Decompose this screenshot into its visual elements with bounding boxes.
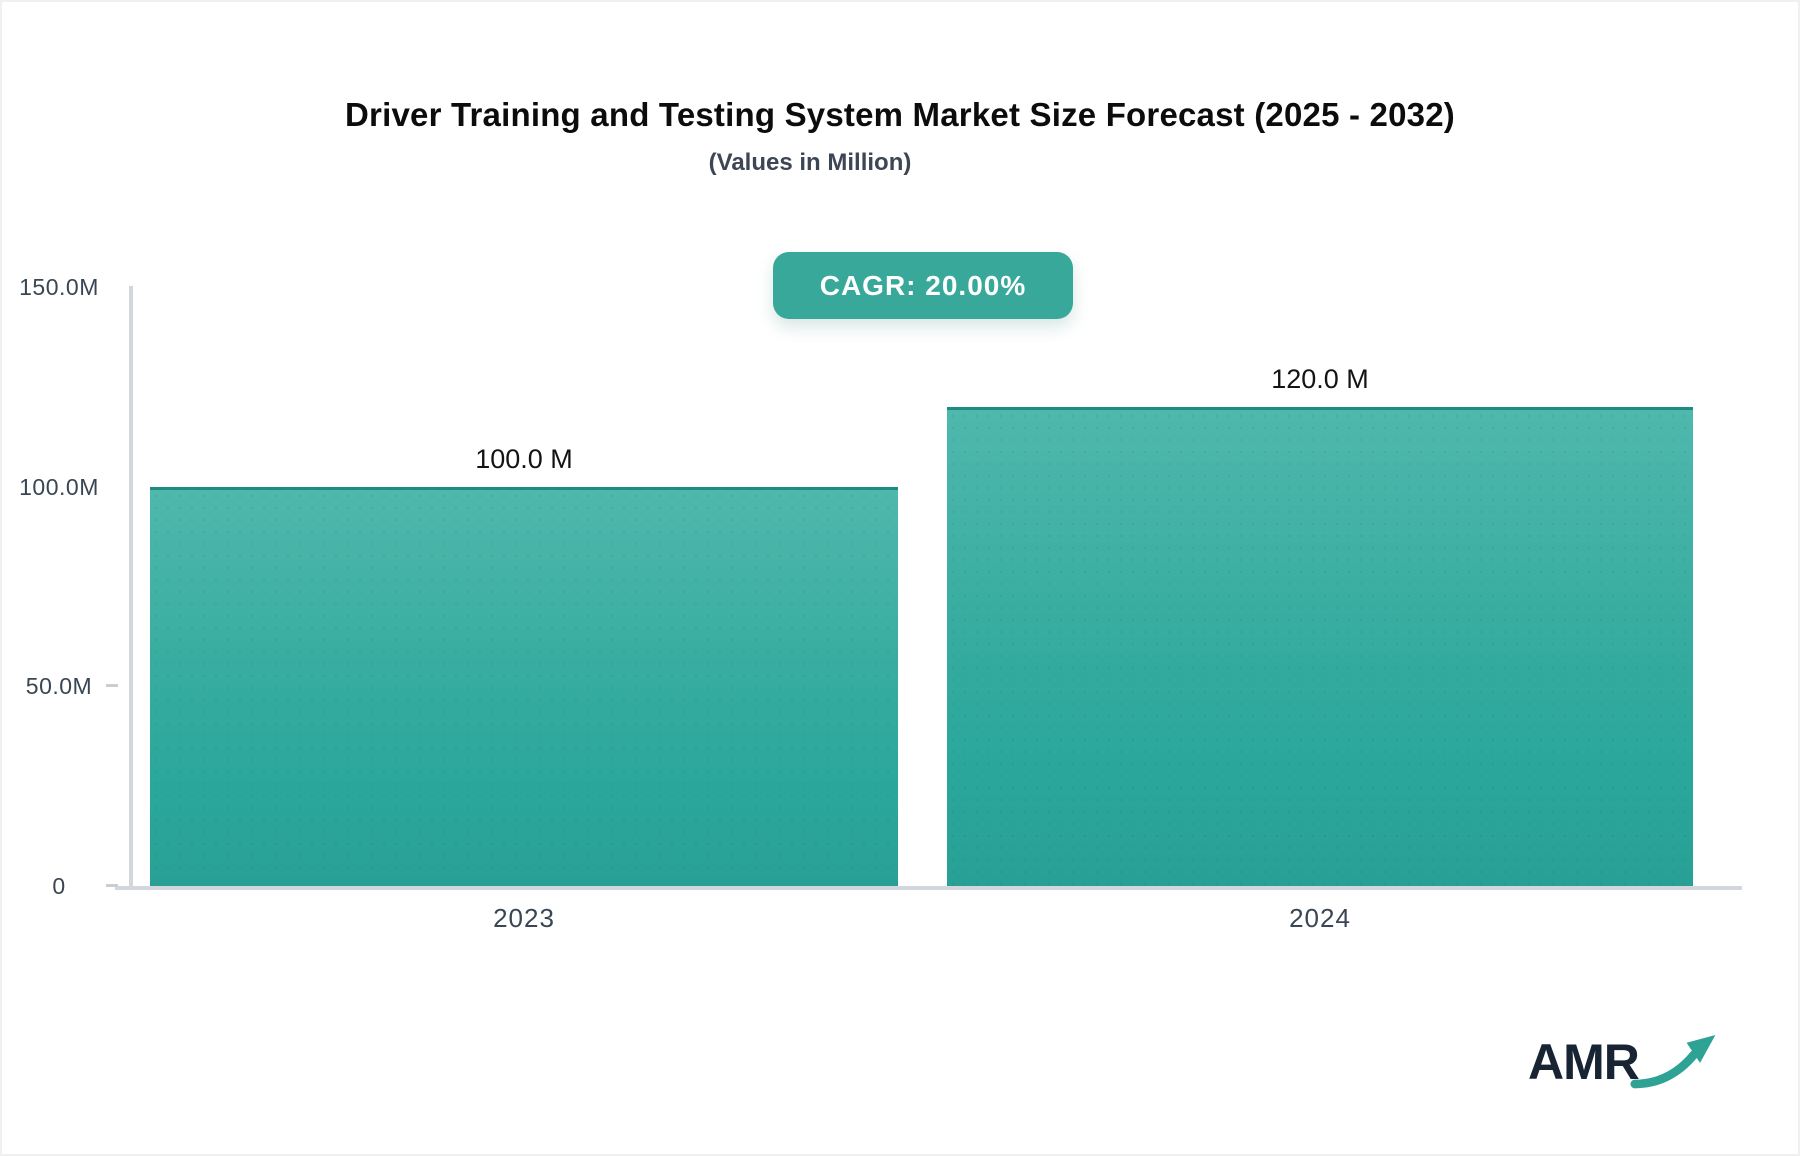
x-axis-line (115, 886, 1742, 890)
y-axis-tick-label: 150.0M (19, 274, 99, 300)
y-axis-tick-label: 50.0M (25, 673, 93, 700)
y-axis-tick-label: 0 (52, 873, 66, 899)
chart-title: Driver Training and Testing System Marke… (345, 96, 1455, 133)
y-axis-tick-mark (106, 884, 118, 887)
bar-2024[interactable] (947, 407, 1693, 886)
cagr-badge: CAGR: 20.00% (773, 252, 1073, 319)
y-axis-tick-label: 100.0M (19, 473, 99, 500)
bar-2023[interactable] (150, 487, 898, 886)
x-axis-category-label: 2024 (1289, 903, 1351, 933)
amr-logo: AMR (1528, 1032, 1725, 1092)
chart-subtitle: (Values in Million) (708, 149, 912, 176)
bar-value-label: 100.0 M (475, 444, 573, 474)
y-axis-line (129, 286, 133, 890)
bar-value-label: 120.0 M (1271, 364, 1369, 394)
y-axis-tick-mark (106, 684, 118, 688)
growth-arrow-icon (1630, 1035, 1716, 1089)
x-axis-category-label: 2023 (493, 903, 555, 933)
amr-logo-text: AMR (1528, 1034, 1640, 1090)
